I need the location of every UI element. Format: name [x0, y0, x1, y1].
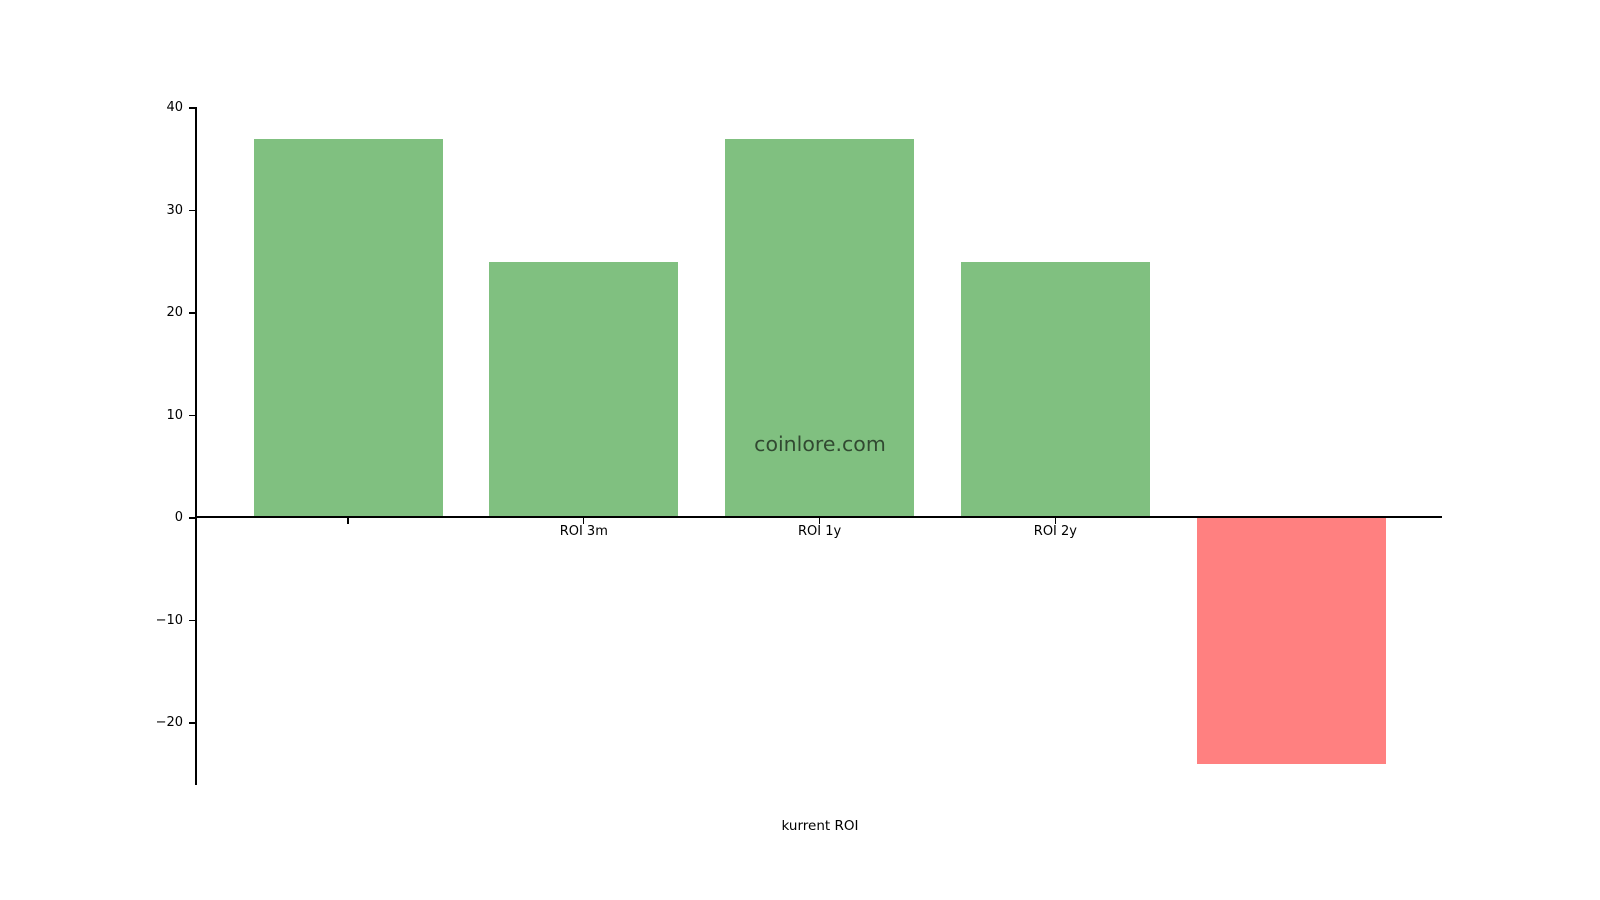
y-tick-mark: [188, 209, 196, 212]
y-axis-spine: [195, 107, 197, 785]
x-tick-mark: [347, 518, 349, 524]
watermark: coinlore.com: [754, 432, 886, 456]
bar: [489, 261, 679, 518]
y-tick-label: 0: [174, 510, 183, 525]
y-tick-mark: [188, 107, 196, 109]
x-tick-mark: [818, 518, 821, 524]
x-axis-line: [195, 516, 1442, 518]
x-tick-mark: [1054, 518, 1057, 524]
x-tick-label: ROI 3m: [559, 524, 608, 539]
x-tick-label: ROI 2y: [1033, 524, 1077, 539]
y-tick-mark: [188, 312, 196, 314]
y-tick-label: −20: [155, 715, 183, 730]
x-axis-title: kurrent ROI: [781, 818, 859, 834]
y-tick-label: 30: [166, 202, 183, 218]
x-tick-label: ROI 1y: [797, 524, 842, 539]
x-tick-mark: [583, 518, 585, 524]
bar: [725, 138, 915, 518]
y-tick-mark: [188, 722, 196, 724]
y-tick-mark: [188, 414, 196, 417]
y-tick-label: −10: [155, 612, 183, 628]
bar: [253, 138, 443, 518]
y-tick-mark: [188, 619, 196, 622]
y-tick-mark: [188, 517, 196, 519]
bar: [1196, 518, 1386, 764]
y-tick-label: 20: [166, 305, 183, 320]
bar: [960, 261, 1150, 518]
y-tick-label: 10: [166, 407, 183, 423]
y-tick-label: 40: [166, 100, 183, 115]
